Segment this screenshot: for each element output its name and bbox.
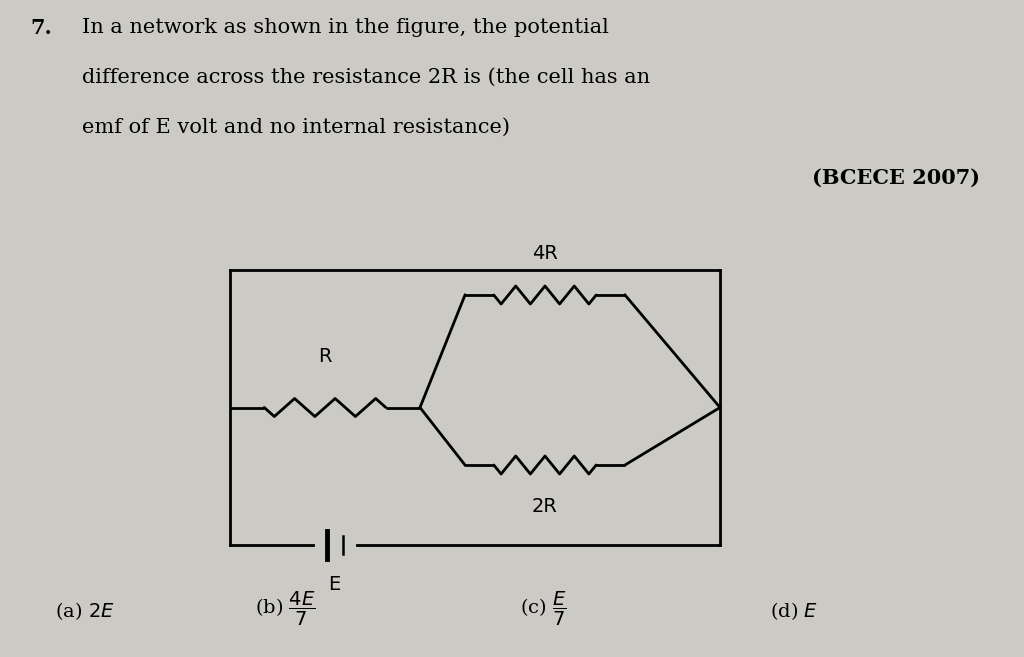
- Text: 7.: 7.: [30, 18, 52, 38]
- Text: E: E: [329, 575, 341, 594]
- Text: (d) $E$: (d) $E$: [770, 600, 818, 622]
- Text: 2R: 2R: [532, 497, 558, 516]
- Text: emf of E volt and no internal resistance): emf of E volt and no internal resistance…: [82, 118, 510, 137]
- Text: (BCECE 2007): (BCECE 2007): [812, 168, 980, 188]
- Text: 4R: 4R: [532, 244, 558, 263]
- Text: In a network as shown in the figure, the potential: In a network as shown in the figure, the…: [82, 18, 609, 37]
- Text: (c) $\dfrac{E}{7}$: (c) $\dfrac{E}{7}$: [520, 590, 566, 628]
- Text: difference across the resistance 2R is (the cell has an: difference across the resistance 2R is (…: [82, 68, 650, 87]
- Text: (b) $\dfrac{4E}{7}$: (b) $\dfrac{4E}{7}$: [255, 590, 315, 628]
- Text: (a) $2E$: (a) $2E$: [55, 600, 115, 622]
- Text: R: R: [318, 346, 332, 365]
